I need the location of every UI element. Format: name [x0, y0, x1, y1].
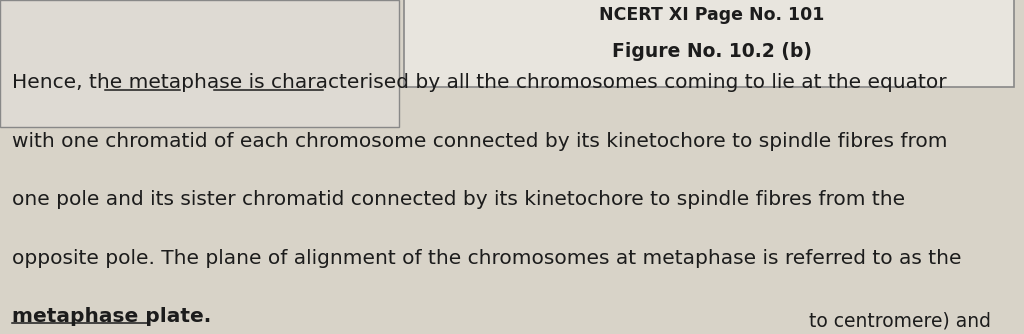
Text: to centromere) and: to centromere) and [809, 311, 991, 330]
Bar [404, 0, 1014, 87]
Text: Figure No. 10.2 (b): Figure No. 10.2 (b) [611, 42, 812, 61]
Text: NCERT XI Page No. 101: NCERT XI Page No. 101 [599, 6, 824, 24]
Text: metaphase plate.: metaphase plate. [12, 307, 212, 326]
Text: Hence, the metaphase is characterised by all the chromosomes coming to lie at th: Hence, the metaphase is characterised by… [12, 73, 947, 93]
Text: one pole and its sister chromatid connected by its kinetochore to spindle fibres: one pole and its sister chromatid connec… [12, 190, 905, 209]
Text: with one chromatid of each chromosome connected by its kinetochore to spindle fi: with one chromatid of each chromosome co… [12, 132, 948, 151]
Text: opposite pole. The plane of alignment of the chromosomes at metaphase is referre: opposite pole. The plane of alignment of… [12, 249, 962, 268]
Bar [0, 0, 399, 127]
